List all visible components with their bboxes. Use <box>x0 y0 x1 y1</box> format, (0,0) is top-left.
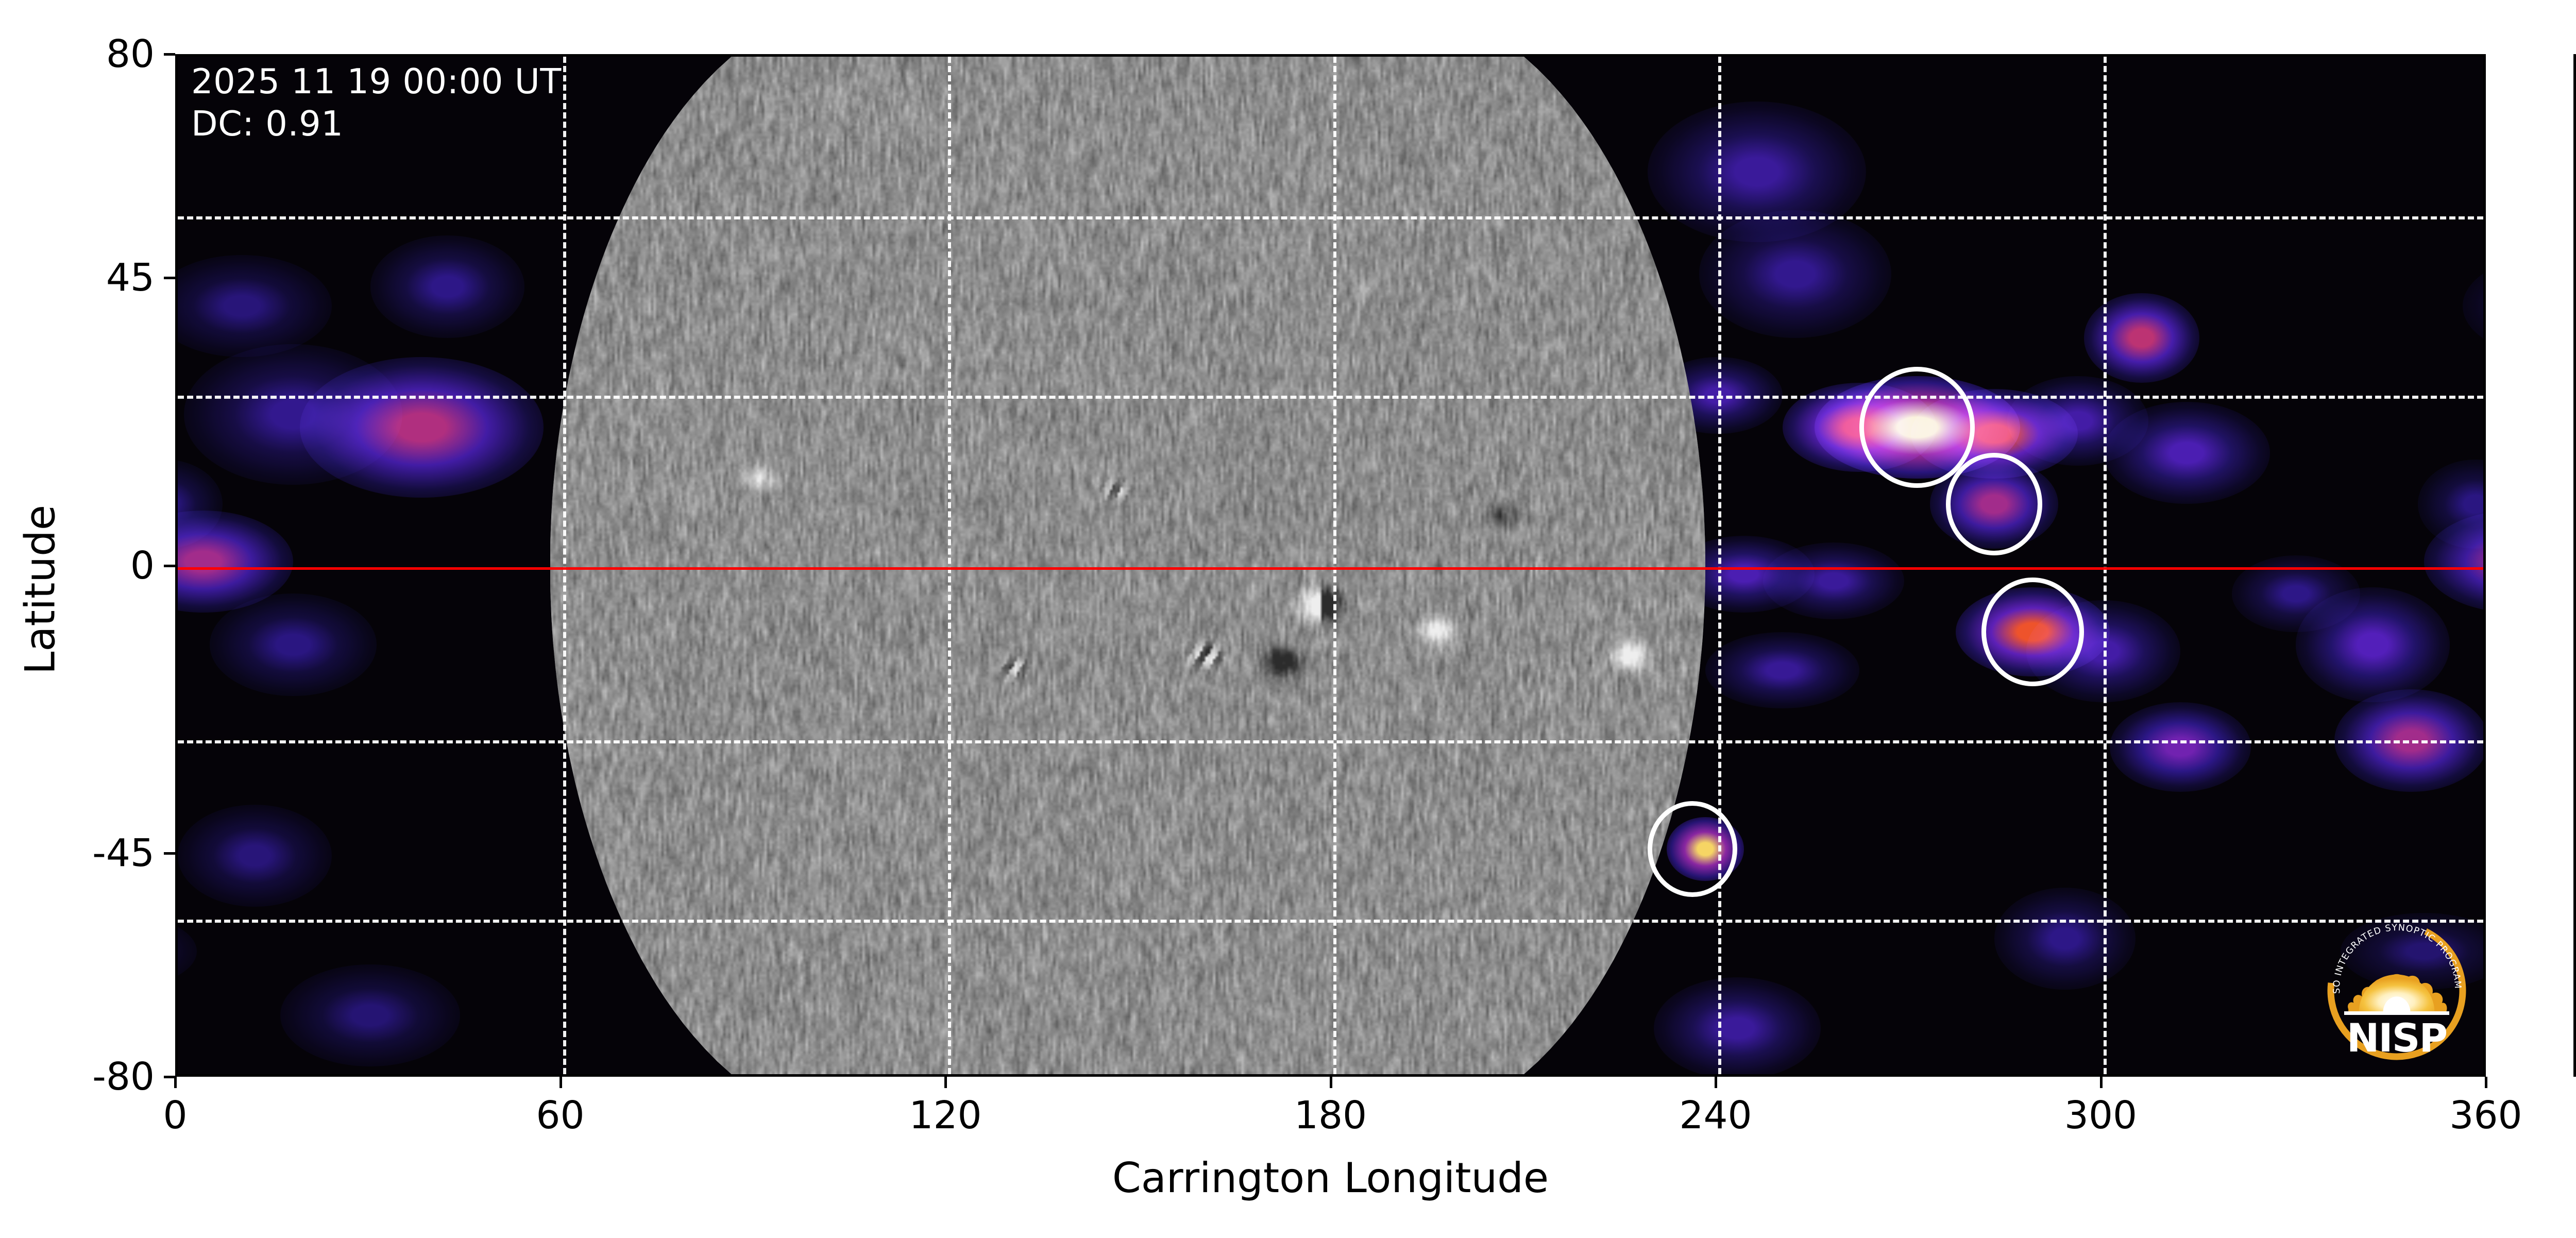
y-tick <box>164 852 175 855</box>
active-region-marker <box>1859 366 1975 488</box>
nisp-logo: NISP NSO INTEGRATED SYNOPTIC PROGRAM <box>2319 913 2466 1061</box>
farside-feature <box>280 964 461 1067</box>
x-tick <box>174 1077 177 1088</box>
x-tick-label: 360 <box>2449 1093 2522 1138</box>
x-tick <box>1329 1077 1332 1088</box>
synoptic-map-axes: 2025 11 19 00:00 UT DC: 0.91 <box>175 54 2486 1077</box>
farside-feature <box>178 255 332 358</box>
farside-feature <box>2334 689 2483 792</box>
farside-feature <box>1994 887 2136 990</box>
y-axis-label: Latitude <box>16 504 64 675</box>
x-tick <box>1715 1077 1717 1088</box>
y-tick <box>164 53 175 56</box>
farside-feature <box>1654 977 1821 1074</box>
y-tick <box>164 1076 175 1078</box>
y-tick-label: 80 <box>106 32 155 76</box>
x-tick <box>2099 1077 2103 1088</box>
y-tick-label: -45 <box>92 830 155 875</box>
farside-feature <box>2103 401 2270 504</box>
farside-feature <box>210 593 377 696</box>
x-tick-label: 300 <box>2064 1093 2138 1138</box>
y-tick <box>164 564 175 567</box>
farside-feature <box>1699 210 1892 338</box>
magnetogram-noise <box>550 57 1706 1074</box>
farside-feature <box>299 357 544 498</box>
timestamp-annotation: 2025 11 19 00:00 UT DC: 0.91 <box>191 61 562 144</box>
y-tick-label: 0 <box>130 543 155 588</box>
active-region-marker <box>1647 801 1738 897</box>
farside-colorbar <box>2573 54 2576 1077</box>
y-tick-label: -80 <box>92 1055 155 1099</box>
x-axis-label: Carrington Longitude <box>1112 1154 1549 1202</box>
farside-feature <box>1705 632 1860 709</box>
logo-wordmark: NISP <box>2347 1015 2447 1061</box>
farside-feature <box>2109 702 2251 792</box>
farside-feature <box>1763 542 1905 619</box>
x-tick <box>944 1077 947 1088</box>
active-region-marker <box>1946 453 2043 555</box>
y-tick <box>164 277 175 280</box>
x-tick-label: 60 <box>536 1093 585 1138</box>
active-region-marker <box>1981 578 2084 687</box>
x-tick-label: 120 <box>909 1093 982 1138</box>
farside-feature <box>178 804 332 907</box>
x-tick <box>2485 1077 2487 1088</box>
equator-line <box>178 567 2483 570</box>
farside-feature <box>370 235 524 338</box>
x-tick-label: 240 <box>1679 1093 1752 1138</box>
farside-feature <box>2084 293 2200 383</box>
y-tick-label: 45 <box>106 256 155 300</box>
frontside-magnetogram-layer <box>550 57 1706 1074</box>
x-tick-label: 180 <box>1294 1093 1367 1138</box>
x-tick-label: 0 <box>163 1093 188 1138</box>
x-tick <box>559 1077 562 1088</box>
plot-clip: 2025 11 19 00:00 UT DC: 0.91 <box>178 57 2483 1074</box>
